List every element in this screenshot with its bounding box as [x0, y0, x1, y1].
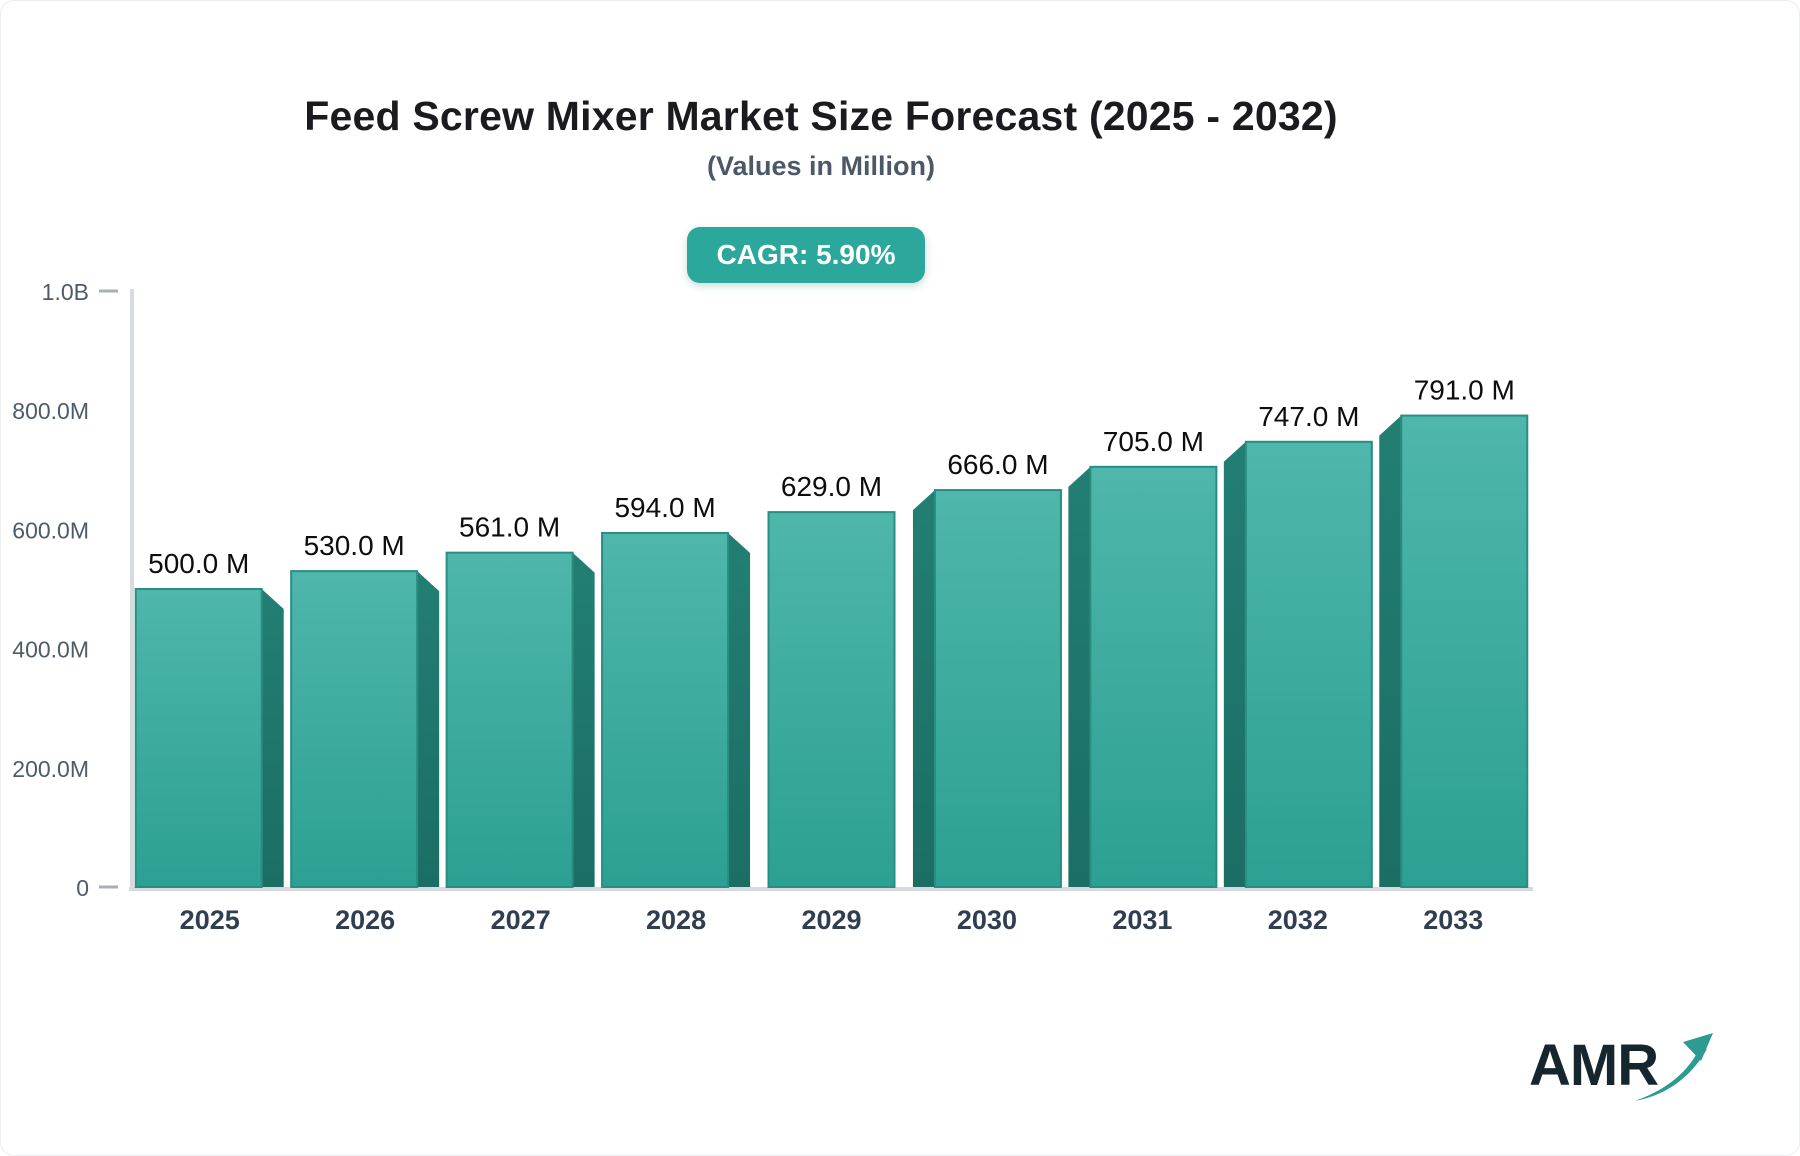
bar-side-face-2031	[1068, 466, 1091, 887]
chart-subtitle: (Values in Million)	[706, 151, 936, 181]
y-axis-tick-label: 0	[76, 875, 89, 901]
bar-2030[interactable]	[933, 489, 1062, 888]
x-axis-label-2030: 2030	[957, 905, 1017, 935]
bar-2033[interactable]	[1400, 414, 1529, 888]
bar-2027[interactable]	[445, 551, 574, 888]
logo-growth-arrow-icon	[1635, 1033, 1713, 1101]
bar-value-label-2026: 530.0 M	[304, 530, 405, 561]
x-axis-label-2033: 2033	[1423, 905, 1483, 935]
bar-side-face-2027	[572, 552, 595, 887]
bar-2025[interactable]	[134, 588, 263, 888]
bar-value-label-2029: 629.0 M	[781, 471, 882, 502]
x-axis-label-2026: 2026	[335, 905, 395, 935]
bar-side-face-2028	[728, 532, 751, 887]
y-axis-tick-label: 1.0B	[42, 279, 89, 305]
bar-value-label-2025: 500.0 M	[148, 548, 249, 579]
bar-side-face-2032	[1223, 441, 1246, 887]
amr-logo: AMR	[1529, 1033, 1713, 1107]
bar-2031[interactable]	[1089, 465, 1218, 888]
x-axis-label-2027: 2027	[491, 905, 551, 935]
cagr-badge-label: CAGR: 5.90%	[716, 239, 896, 270]
y-axis-tick-label: 200.0M	[12, 756, 89, 782]
x-axis-label-2032: 2032	[1268, 905, 1328, 935]
bar-value-label-2027: 561.0 M	[459, 512, 560, 543]
bar-value-label-2030: 666.0 M	[947, 449, 1048, 480]
chart-title: Feed Screw Mixer Market Size Forecast (2…	[304, 93, 1338, 139]
bar-side-face-2026	[417, 571, 440, 887]
cagr-badge: CAGR: 5.90%	[687, 227, 925, 283]
bar-value-label-2033: 791.0 M	[1414, 375, 1515, 406]
x-axis-label-2031: 2031	[1112, 905, 1172, 935]
bar-side-face-2033	[1379, 415, 1402, 887]
bar-2029[interactable]	[767, 511, 896, 888]
bar-value-label-2031: 705.0 M	[1103, 426, 1204, 457]
bar-value-label-2032: 747.0 M	[1258, 401, 1359, 432]
x-axis-label-2028: 2028	[646, 905, 706, 935]
bar-value-label-2028: 594.0 M	[614, 492, 715, 523]
bar-2032[interactable]	[1244, 440, 1373, 888]
bar-side-face-2030	[912, 490, 935, 887]
bar-2026[interactable]	[290, 570, 419, 888]
y-axis-tick-label: 600.0M	[12, 517, 89, 543]
amr-logo-text: AMR	[1529, 1033, 1659, 1098]
y-axis-tick-label: 400.0M	[12, 637, 89, 663]
bar-side-face-2025	[261, 589, 284, 887]
y-axis-tick-label: 800.0M	[12, 398, 89, 424]
bar-2028[interactable]	[601, 531, 730, 888]
x-axis-label-2029: 2029	[801, 905, 861, 935]
x-axis-label-2025: 2025	[180, 905, 240, 935]
